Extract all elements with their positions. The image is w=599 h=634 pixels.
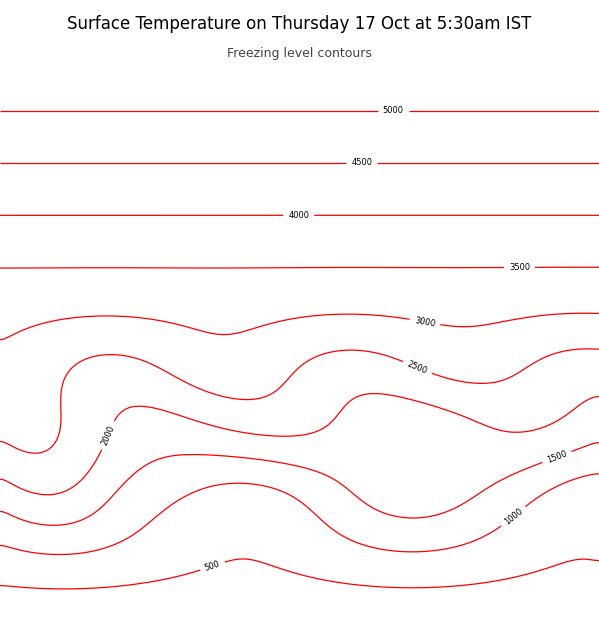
Text: Freezing level contours: Freezing level contours [227, 47, 372, 60]
Text: 500: 500 [204, 559, 222, 573]
Text: 4000: 4000 [288, 211, 309, 220]
Text: Surface Temperature on Thursday 17 Oct at 5:30am IST: Surface Temperature on Thursday 17 Oct a… [67, 15, 532, 32]
Text: 1000: 1000 [503, 507, 525, 526]
Text: 2500: 2500 [406, 359, 429, 376]
Text: 4500: 4500 [351, 158, 373, 167]
Text: 2000: 2000 [99, 424, 116, 447]
Text: 3000: 3000 [414, 316, 436, 328]
Text: 5000: 5000 [383, 106, 404, 115]
Text: 1500: 1500 [546, 449, 568, 465]
Text: 3500: 3500 [509, 263, 530, 272]
